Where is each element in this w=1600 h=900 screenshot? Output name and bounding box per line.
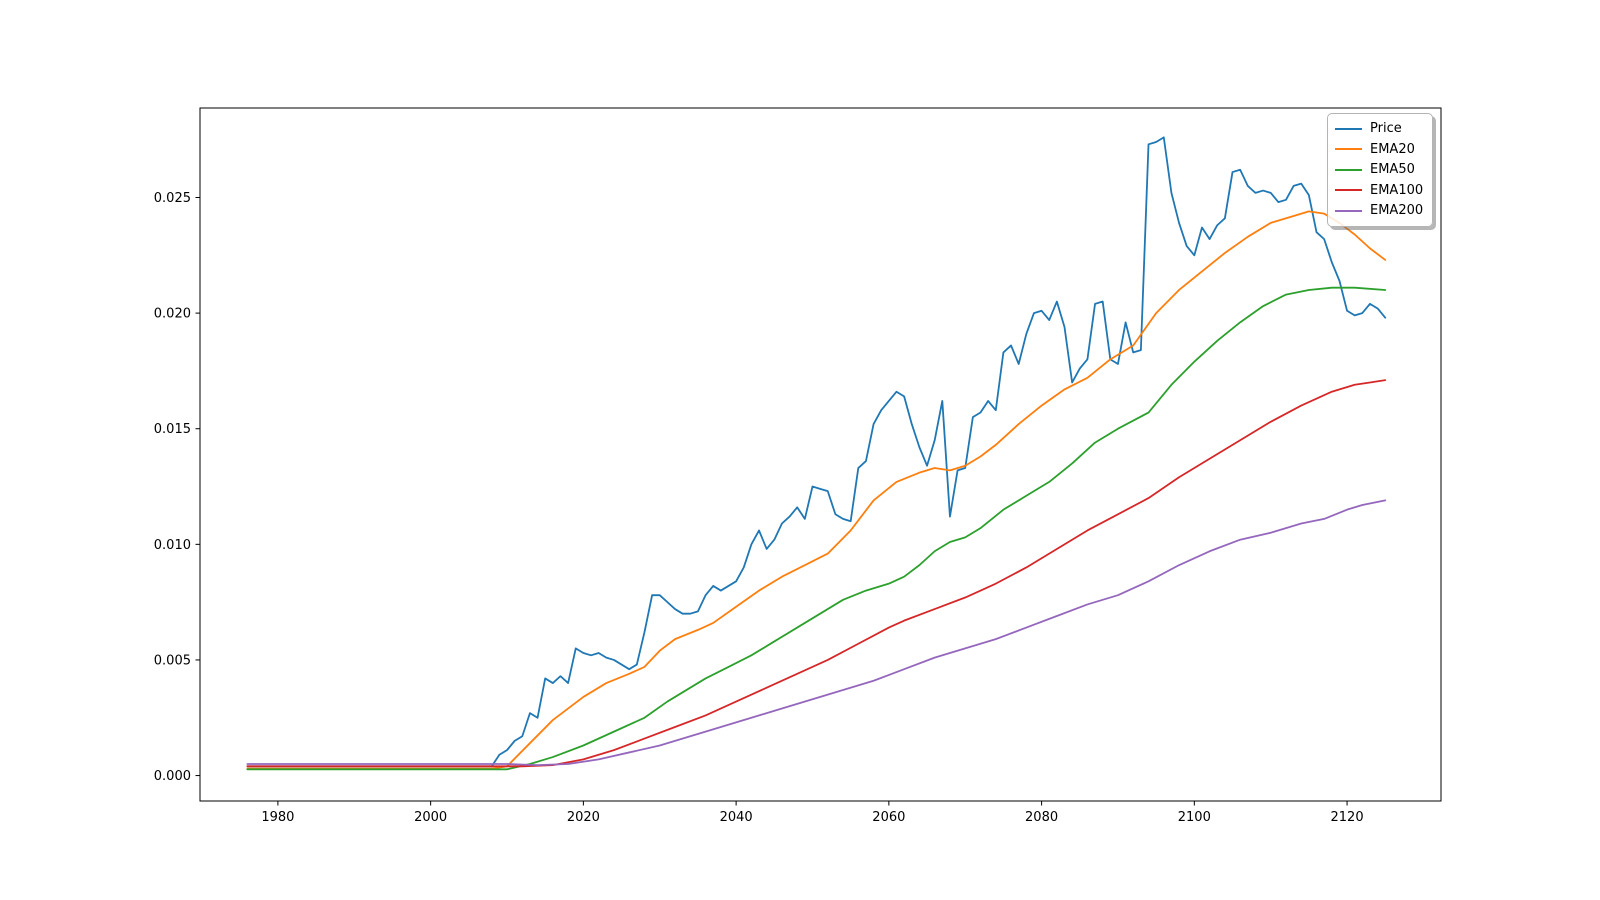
series-line-price xyxy=(246,136,1387,768)
legend-entry: Price xyxy=(1335,119,1423,139)
series-line-ema20 xyxy=(246,210,1387,770)
x-tick-label: 2040 xyxy=(720,810,753,825)
x-tick-label: 2120 xyxy=(1331,810,1364,825)
legend-label: Price xyxy=(1370,121,1402,137)
legend-label: EMA20 xyxy=(1370,141,1415,157)
legend-entry: EMA50 xyxy=(1335,160,1423,180)
legend-line-sample xyxy=(1335,127,1362,130)
legend-entry: EMA20 xyxy=(1335,140,1423,160)
x-tick-label: 2100 xyxy=(1178,810,1211,825)
legend-label: EMA200 xyxy=(1370,203,1424,219)
series-line-ema50 xyxy=(246,286,1387,771)
legend-label: EMA100 xyxy=(1370,182,1424,198)
legend-line-sample xyxy=(1335,168,1362,171)
y-tick-label: 0.000 xyxy=(154,769,191,784)
x-tick-label: 2060 xyxy=(872,810,905,825)
y-tick-label: 0.005 xyxy=(154,653,191,668)
y-tick-label: 0.020 xyxy=(154,307,191,322)
chart-legend: Price EMA20 EMA50 EMA100 EMA200 xyxy=(1327,113,1434,227)
y-tick-label: 0.025 xyxy=(154,191,191,206)
legend-entry: EMA200 xyxy=(1335,201,1423,221)
x-tick-label: 2020 xyxy=(567,810,600,825)
legend-label: EMA50 xyxy=(1370,162,1415,178)
legend-line-sample xyxy=(1335,148,1362,151)
x-tick-label: 2080 xyxy=(1025,810,1058,825)
legend-entry: EMA100 xyxy=(1335,181,1423,201)
x-tick-label: 2000 xyxy=(414,810,447,825)
legend-line-sample xyxy=(1335,209,1362,212)
series-line-ema200 xyxy=(246,499,1387,767)
y-tick-label: 0.010 xyxy=(154,538,191,553)
x-tick-label: 1980 xyxy=(261,810,294,825)
axes-frame xyxy=(199,107,1442,802)
series-line-ema100 xyxy=(246,379,1387,768)
y-tick-label: 0.015 xyxy=(154,422,191,437)
legend-line-sample xyxy=(1335,189,1362,192)
